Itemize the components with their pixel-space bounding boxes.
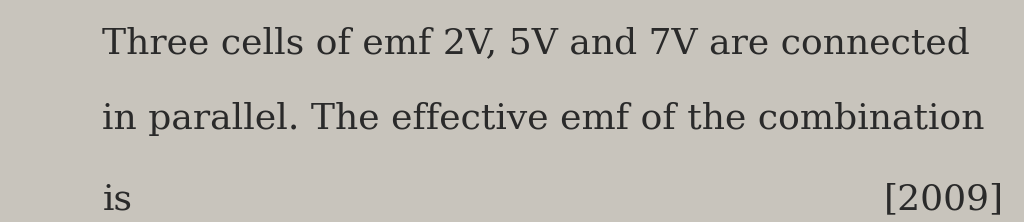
Text: is: is (102, 182, 132, 216)
Text: Three cells of emf 2V, 5V and 7V are connected: Three cells of emf 2V, 5V and 7V are con… (102, 27, 970, 61)
Text: in parallel. The effective emf of the combination: in parallel. The effective emf of the co… (102, 102, 985, 136)
Text: [2009]: [2009] (884, 182, 1004, 216)
